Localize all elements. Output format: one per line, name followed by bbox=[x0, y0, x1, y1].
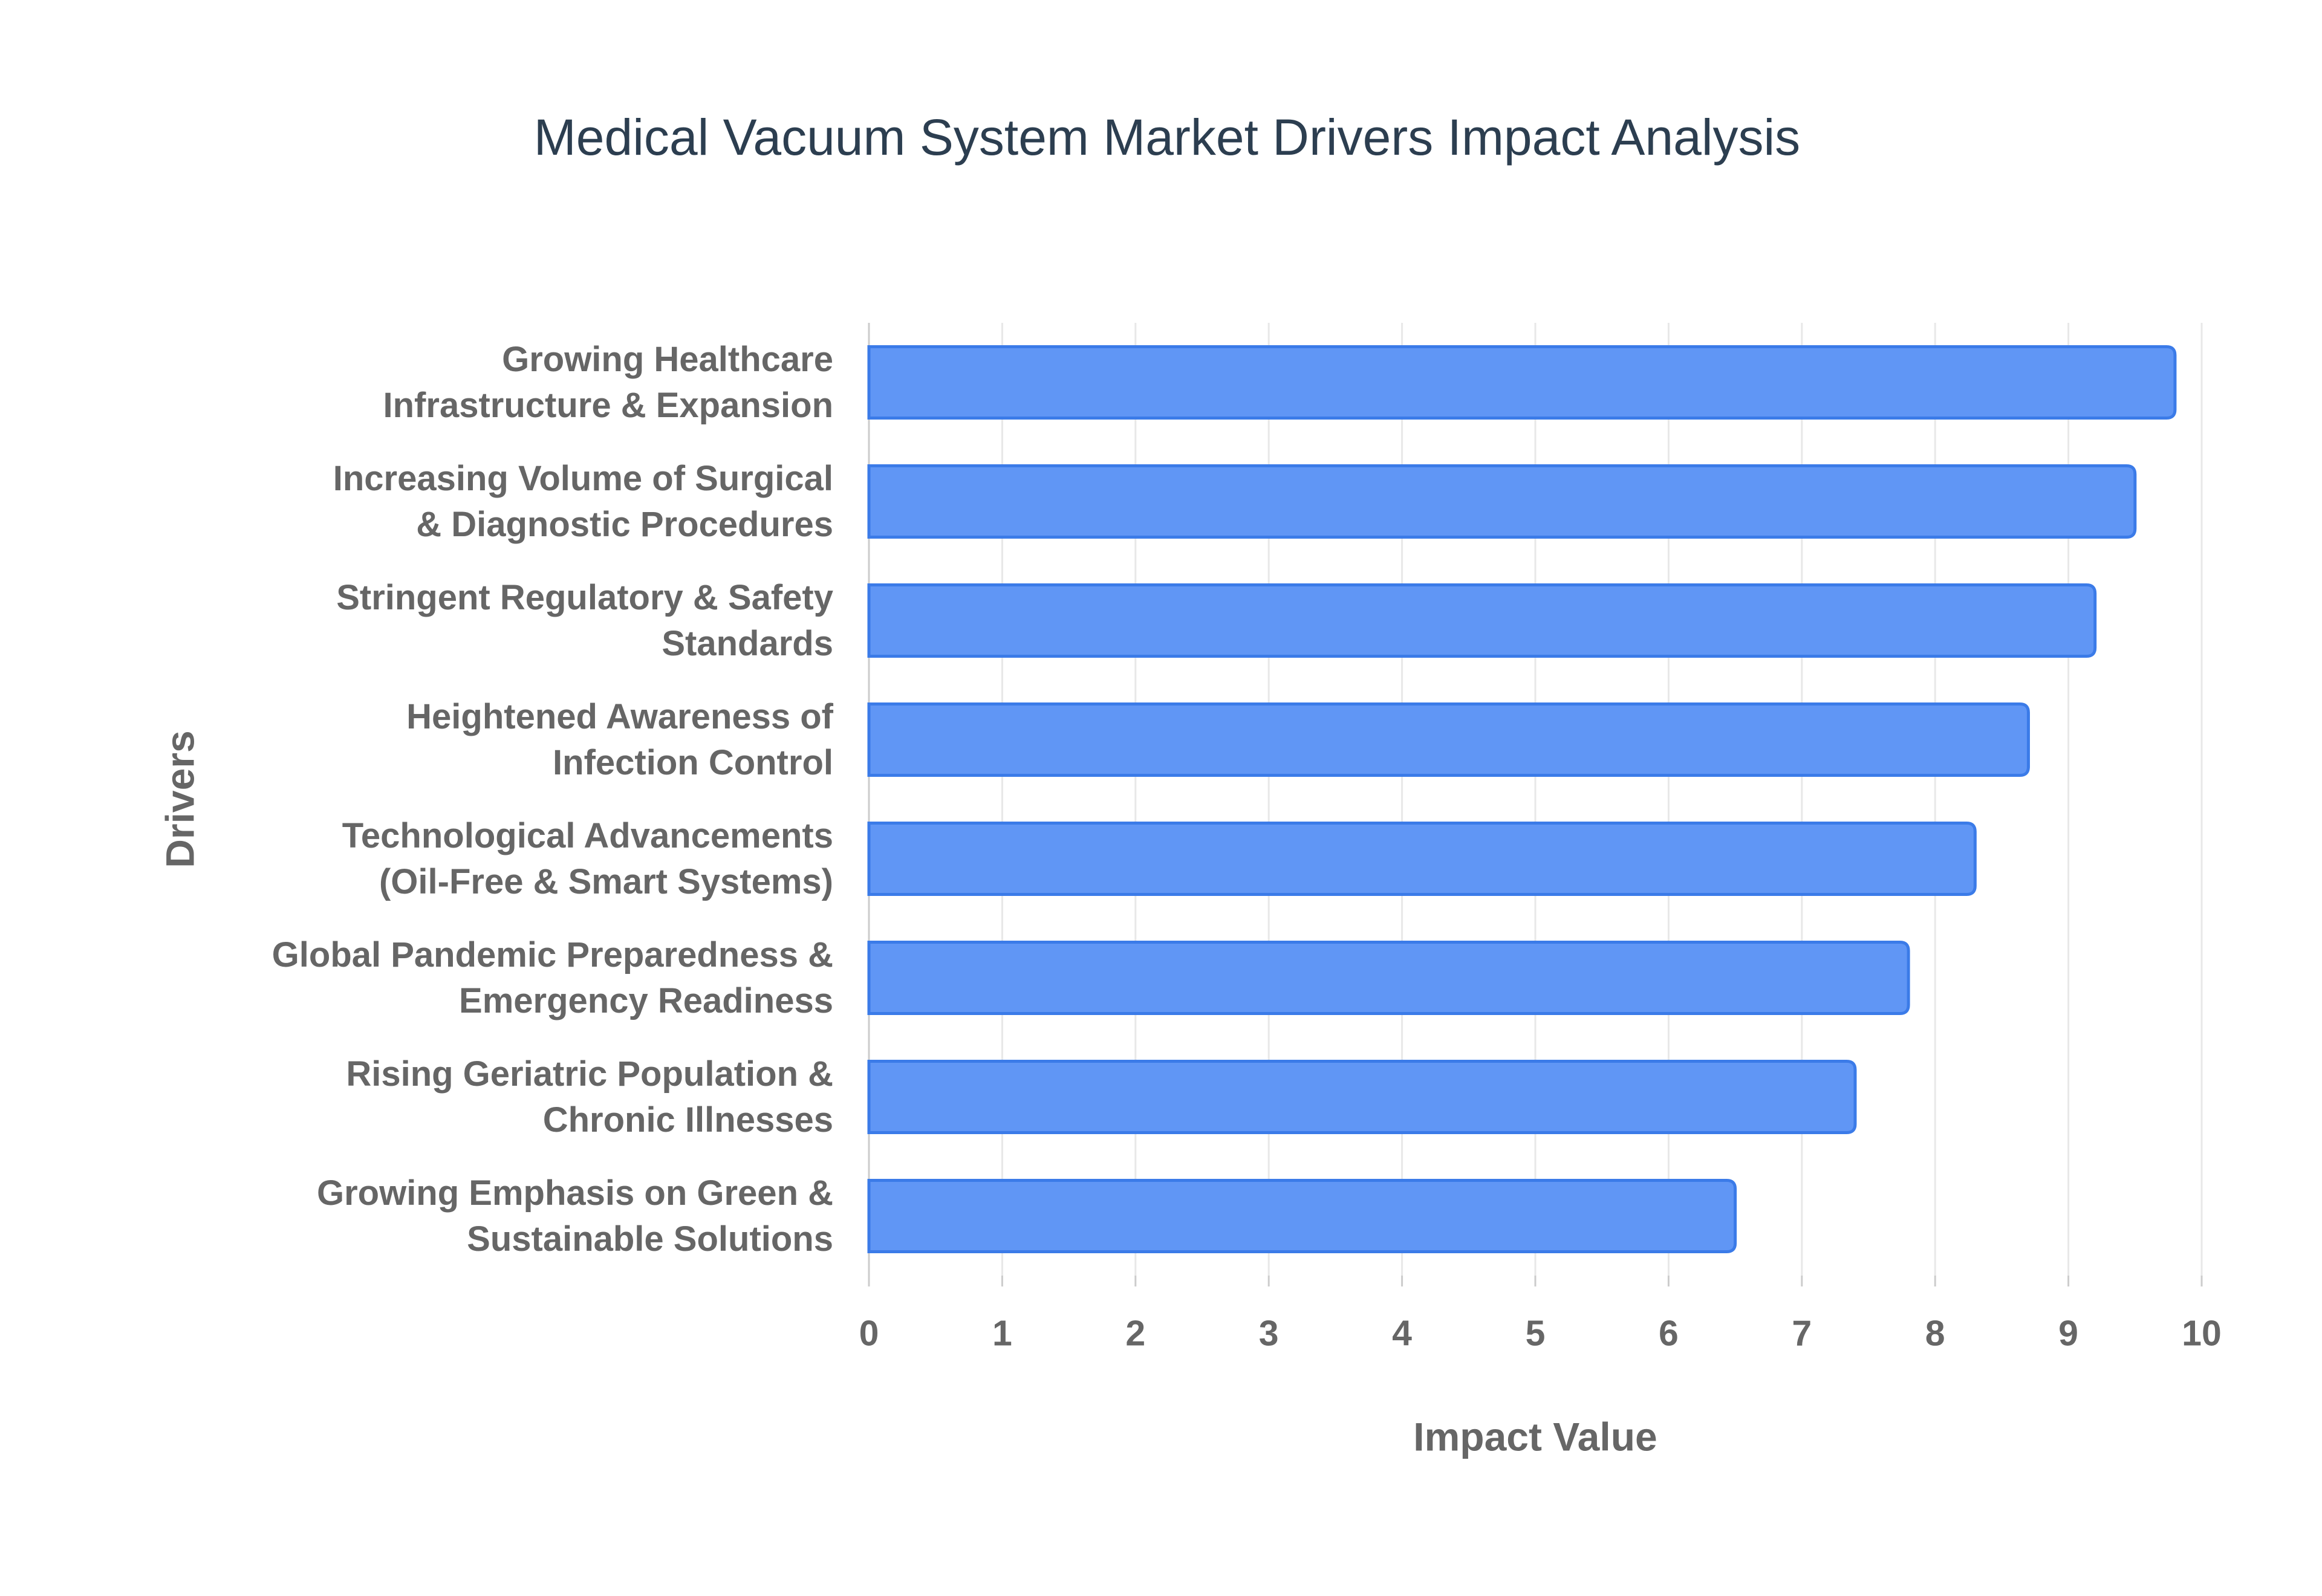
y-tick-label: Growing Emphasis on Green & Sustainable … bbox=[316, 1173, 833, 1259]
x-tick-label: 9 bbox=[2058, 1314, 2078, 1354]
y-tick-label: Global Pandemic Preparedness & Emergency… bbox=[272, 935, 833, 1020]
bar bbox=[867, 702, 2030, 777]
y-tick-label: Technological Advancements (Oil-Free & S… bbox=[342, 816, 833, 901]
y-tick-label: Stringent Regulatory & Safety Standards bbox=[336, 577, 833, 663]
y-tick-label: Heightened Awareness of Infection Contro… bbox=[406, 696, 833, 782]
x-tick-label: 8 bbox=[1925, 1314, 1945, 1354]
bar bbox=[867, 583, 2097, 658]
y-axis-title: Drivers bbox=[157, 730, 202, 868]
x-tick-label: 3 bbox=[1259, 1314, 1279, 1354]
y-tick-label: Rising Geriatric Population & Chronic Il… bbox=[346, 1054, 833, 1140]
x-tick-label: 10 bbox=[2182, 1314, 2222, 1354]
bar bbox=[867, 464, 2137, 539]
x-tick-label: 6 bbox=[1659, 1314, 1679, 1354]
x-tick-label: 2 bbox=[1125, 1314, 1145, 1354]
bar bbox=[867, 822, 1977, 896]
chart-title: Medical Vacuum System Market Drivers Imp… bbox=[534, 109, 1800, 166]
x-tick-label: 5 bbox=[1526, 1314, 1546, 1354]
x-tick-label: 7 bbox=[1792, 1314, 1812, 1354]
x-tick-label: 1 bbox=[992, 1314, 1012, 1354]
bar bbox=[867, 345, 2177, 420]
bar bbox=[867, 1179, 1737, 1253]
x-tick-label: 0 bbox=[859, 1314, 879, 1354]
x-tick-label: 4 bbox=[1392, 1314, 1412, 1354]
bar bbox=[867, 941, 1910, 1015]
x-axis-title: Impact Value bbox=[1413, 1414, 1657, 1459]
y-tick-label: Growing Healthcare Infrastructure & Expa… bbox=[383, 339, 833, 425]
bar bbox=[867, 1060, 1857, 1134]
y-tick-label: Increasing Volume of Surgical & Diagnost… bbox=[333, 458, 833, 544]
